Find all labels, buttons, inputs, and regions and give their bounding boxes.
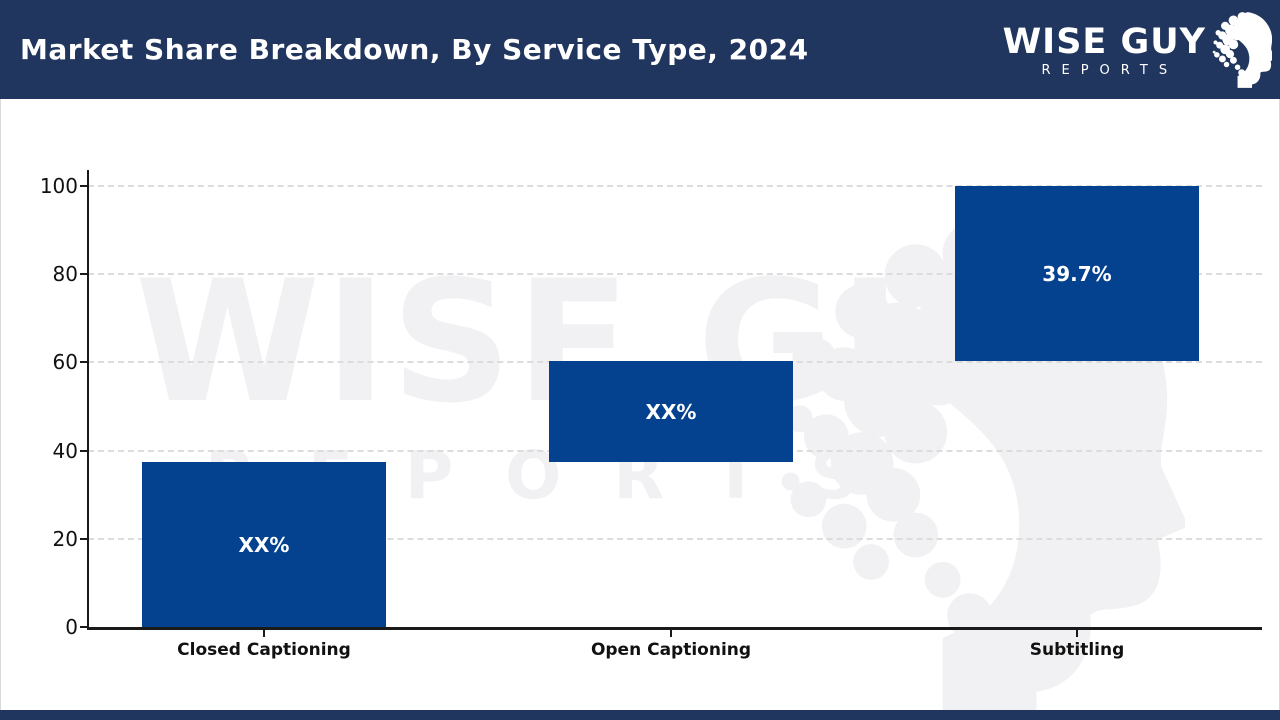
header: Market Share Breakdown, By Service Type,… bbox=[0, 0, 1280, 99]
wiseguy-logo-text: WISE GUY REPORTS bbox=[1003, 23, 1206, 78]
y-tick-label: 80 bbox=[52, 262, 78, 287]
x-axis-label: Closed Captioning bbox=[177, 640, 351, 660]
y-tick bbox=[80, 537, 87, 540]
y-tick bbox=[80, 626, 87, 628]
bar-value-label: XX% bbox=[238, 532, 290, 557]
y-tick bbox=[80, 361, 87, 364]
logo-subtitle: REPORTS bbox=[1041, 62, 1179, 78]
page-title: Market Share Breakdown, By Service Type,… bbox=[20, 33, 809, 66]
gridline bbox=[88, 273, 1262, 276]
gridline bbox=[88, 537, 1262, 540]
y-tick-label: 0 bbox=[65, 615, 78, 639]
y-tick-label: 20 bbox=[52, 526, 78, 551]
y-tick-label: 100 bbox=[39, 174, 78, 198]
bar: XX% bbox=[142, 462, 386, 627]
x-axis-label: Subtitling bbox=[1029, 640, 1125, 660]
gridline bbox=[88, 185, 1262, 187]
wiseguy-head-icon bbox=[1210, 8, 1272, 92]
x-tick bbox=[1076, 630, 1078, 637]
bar-value-label: 39.7% bbox=[1042, 261, 1112, 286]
y-tick-label: 60 bbox=[52, 350, 78, 375]
x-axis-label: Open Captioning bbox=[590, 640, 752, 660]
bar-value-label: XX% bbox=[645, 399, 697, 424]
x-tick bbox=[263, 630, 265, 637]
x-tick bbox=[670, 630, 672, 637]
footer-bar bbox=[0, 710, 1280, 720]
bar: 39.7% bbox=[955, 186, 1199, 362]
x-axis-line bbox=[87, 627, 1262, 630]
y-tick bbox=[80, 449, 87, 452]
y-tick bbox=[80, 273, 87, 276]
y-tick-label: 40 bbox=[52, 438, 78, 463]
y-tick bbox=[80, 185, 87, 187]
logo-wordmark: WISE GUY bbox=[1002, 21, 1206, 62]
bar: XX% bbox=[549, 361, 793, 463]
y-axis-spine bbox=[87, 170, 89, 629]
wiseguy-logo: WISE GUY REPORTS bbox=[1003, 4, 1272, 96]
